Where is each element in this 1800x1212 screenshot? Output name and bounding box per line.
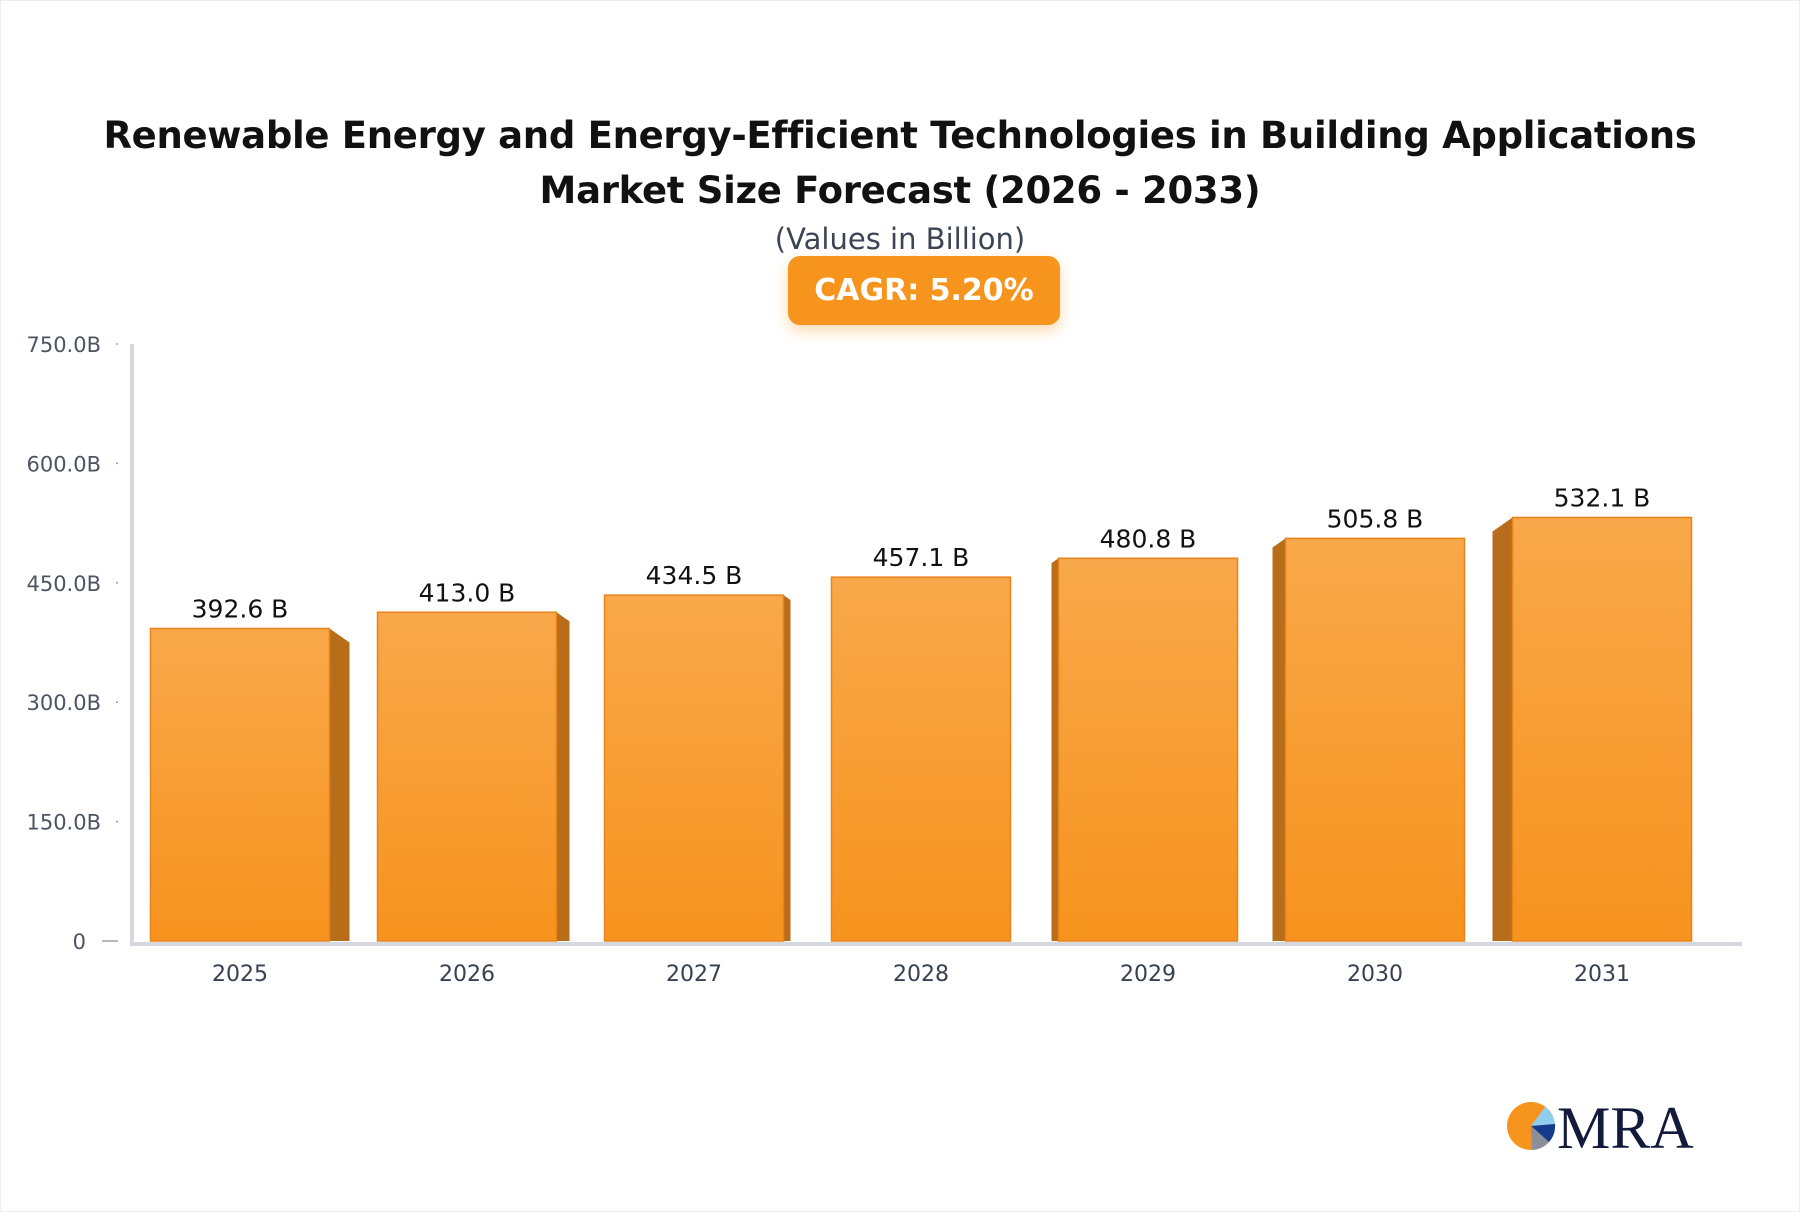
bar-2028: [830, 576, 1012, 942]
bar-2027: [603, 594, 785, 942]
bar-side: [556, 612, 570, 941]
data-label: 532.1 B: [1554, 483, 1651, 512]
y-tick-label: 300.0B: [26, 691, 101, 715]
chart-subtitle: (Values in Billion): [774, 222, 1026, 256]
y-tick-label: 750.0B: [26, 333, 101, 357]
bar-side: [1051, 558, 1059, 941]
x-tick-label: 2030: [1347, 962, 1403, 987]
chart-title-line-1: Renewable Energy and Energy-Efficient Te…: [103, 114, 1697, 157]
x-tick-label: 2031: [1574, 962, 1630, 987]
bar-side: [1272, 538, 1286, 941]
y-tick-label: 450.0B: [26, 572, 101, 596]
data-label: 392.6 B: [192, 594, 289, 623]
y-tick-label: 600.0B: [26, 452, 101, 476]
chart-title-line-2: Market Size Forecast (2026 - 2033): [539, 169, 1261, 212]
bar-side: [329, 628, 350, 941]
x-tick-label: 2026: [439, 962, 495, 987]
data-label: 457.1 B: [873, 543, 970, 572]
x-tick-label: 2028: [893, 962, 949, 987]
mra-logo-icon: MRA: [1507, 1098, 1694, 1154]
bar-2030: [1284, 537, 1466, 942]
x-tick-label: 2029: [1120, 962, 1176, 987]
bar-side: [1492, 517, 1513, 941]
y-tick-label: 150.0B: [26, 811, 101, 835]
x-tick-label: 2025: [212, 962, 268, 987]
chart-title: Renewable Energy and Energy-Efficient Te…: [0, 108, 1800, 218]
bar-2026: [376, 611, 558, 942]
x-tick-label: 2027: [666, 962, 722, 987]
mra-logo: MRA: [1505, 1098, 1705, 1154]
bar-2031: [1511, 516, 1693, 942]
data-label: 434.5 B: [646, 561, 743, 590]
data-label: 480.8 B: [1100, 524, 1197, 553]
y-tick-label: 0: [73, 930, 86, 954]
cagr-badge: CAGR: 5.20%: [788, 256, 1060, 325]
bar-2029: [1057, 557, 1239, 942]
bar-side: [783, 595, 791, 941]
bar-2025: [149, 627, 331, 942]
logo-text: MRA: [1557, 1098, 1694, 1154]
data-label: 505.8 B: [1327, 504, 1424, 533]
data-label: 413.0 B: [419, 578, 516, 607]
